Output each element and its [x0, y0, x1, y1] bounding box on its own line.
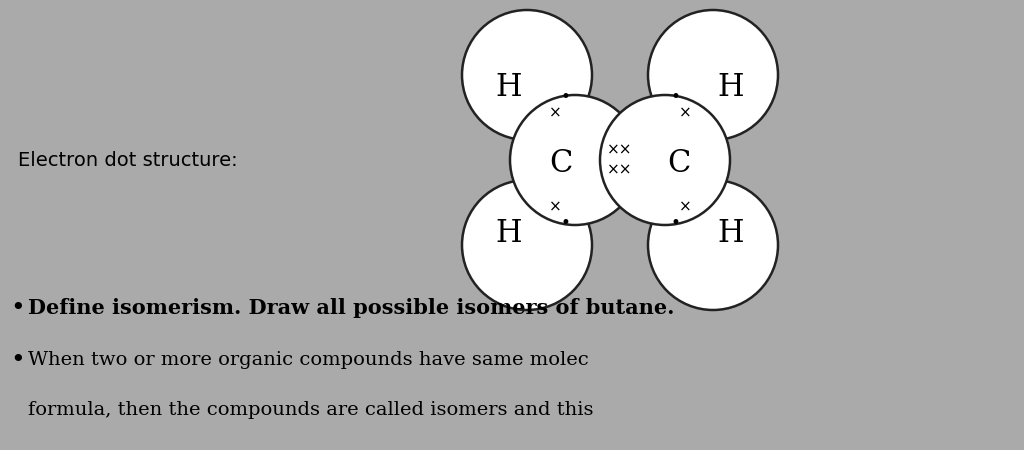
- Circle shape: [462, 180, 592, 310]
- Text: H: H: [496, 217, 522, 248]
- Circle shape: [510, 95, 640, 225]
- Circle shape: [600, 95, 730, 225]
- Text: ×: ×: [549, 105, 561, 121]
- Circle shape: [648, 10, 778, 140]
- Text: Define isomerism. Draw all possible isomers of butane.: Define isomerism. Draw all possible isom…: [28, 298, 675, 318]
- Circle shape: [648, 180, 778, 310]
- Text: H: H: [496, 72, 522, 103]
- Text: H: H: [718, 217, 744, 248]
- Text: •: •: [670, 214, 680, 232]
- Text: •: •: [670, 88, 680, 106]
- Text: C: C: [668, 148, 690, 180]
- Text: Electron dot structure:: Electron dot structure:: [18, 150, 238, 170]
- Text: H: H: [718, 72, 744, 103]
- Text: •: •: [10, 296, 25, 320]
- Circle shape: [462, 10, 592, 140]
- Text: •: •: [560, 88, 570, 106]
- Text: ×: ×: [549, 199, 561, 215]
- Text: ×: ×: [679, 105, 691, 121]
- Text: •: •: [560, 214, 570, 232]
- Text: ××: ××: [607, 162, 633, 177]
- Text: When two or more organic compounds have same molec: When two or more organic compounds have …: [28, 351, 589, 369]
- Text: •: •: [10, 348, 25, 372]
- Text: formula, then the compounds are called isomers and this: formula, then the compounds are called i…: [28, 401, 594, 419]
- Text: C: C: [549, 148, 572, 180]
- Text: ××: ××: [607, 143, 633, 158]
- Text: ×: ×: [679, 199, 691, 215]
